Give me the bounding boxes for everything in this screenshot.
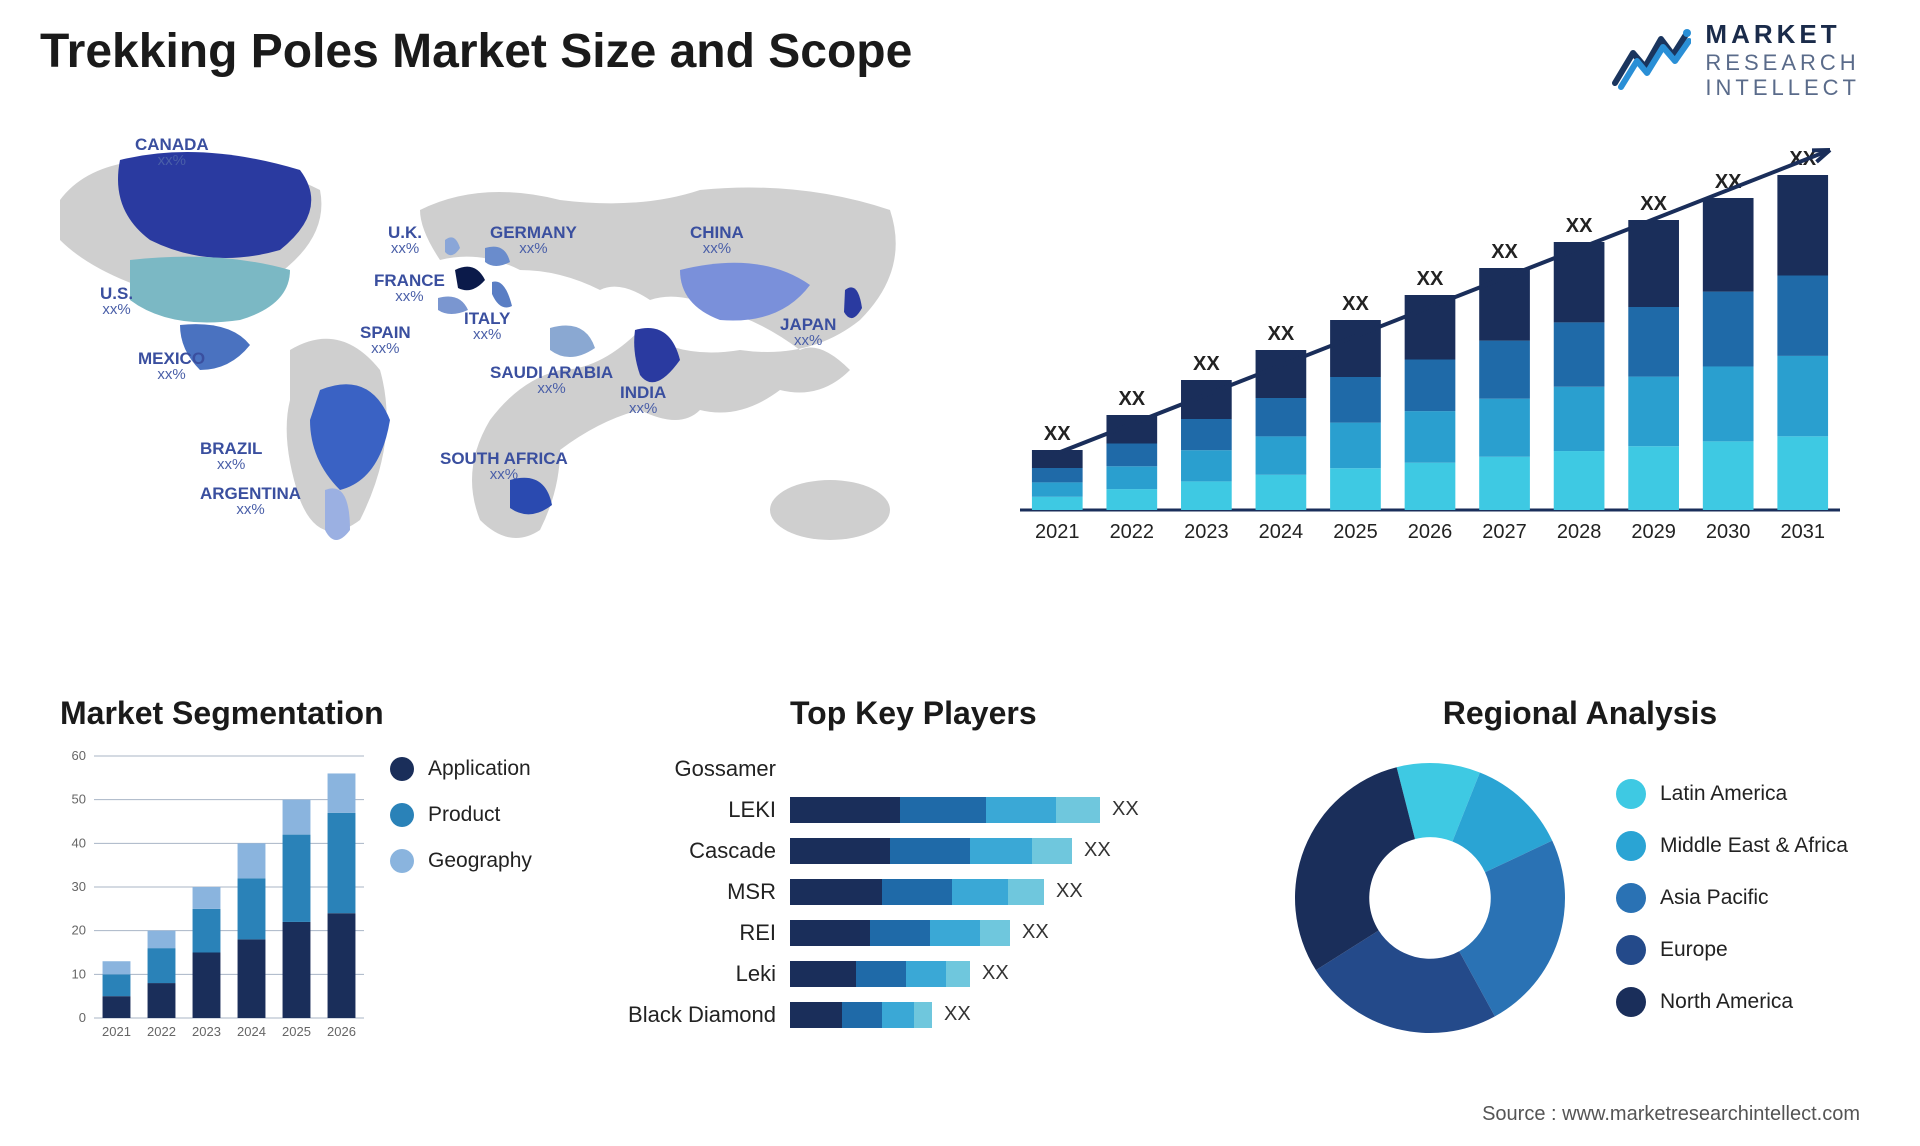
- key-player-value: XX: [1022, 921, 1049, 944]
- regional-legend: Latin America Middle East & Africa Asia Pa…: [1616, 779, 1848, 1017]
- key-player-name: MSR: [610, 879, 790, 905]
- svg-text:2024: 2024: [237, 1024, 266, 1039]
- svg-text:2023: 2023: [1184, 521, 1229, 543]
- regional-section: Regional Analysis Latin America Middle Ea…: [1280, 695, 1880, 1048]
- svg-text:2021: 2021: [102, 1024, 131, 1039]
- key-player-row: REI XX: [610, 912, 1260, 953]
- svg-text:60: 60: [72, 748, 86, 763]
- svg-text:30: 30: [72, 879, 86, 894]
- map-label-u-s-: U.S.xx%: [100, 285, 133, 317]
- logo-line1: MARKET: [1705, 20, 1860, 50]
- segmentation-section: Market Segmentation 0 10 20 30 40 50 60 2021 202…: [60, 695, 600, 1046]
- svg-text:20: 20: [72, 923, 86, 938]
- logo-line2: RESEARCH: [1705, 50, 1860, 75]
- map-label-mexico: MEXICOxx%: [138, 350, 205, 382]
- map-label-u-k-: U.K.xx%: [388, 224, 422, 256]
- key-players-title: Top Key Players: [790, 695, 1260, 732]
- key-player-value: XX: [944, 1003, 971, 1026]
- segmentation-legend-item: Geography: [390, 849, 532, 873]
- map-label-germany: GERMANYxx%: [490, 224, 577, 256]
- map-label-brazil: BRAZILxx%: [200, 440, 262, 472]
- svg-text:2025: 2025: [1333, 521, 1378, 543]
- map-label-south-africa: SOUTH AFRICAxx%: [440, 450, 568, 482]
- key-player-value: XX: [1084, 839, 1111, 862]
- map-label-canada: CANADAxx%: [135, 136, 209, 168]
- page-title: Trekking Poles Market Size and Scope: [40, 24, 912, 79]
- key-player-name: Gossamer: [610, 756, 790, 782]
- segmentation-title: Market Segmentation: [60, 695, 600, 732]
- svg-text:2022: 2022: [1110, 521, 1155, 543]
- key-player-row: LEKI XX: [610, 789, 1260, 830]
- key-player-name: Black Diamond: [610, 1002, 790, 1028]
- map-label-italy: ITALYxx%: [464, 310, 510, 342]
- svg-text:2023: 2023: [192, 1024, 221, 1039]
- key-player-name: Cascade: [610, 838, 790, 864]
- world-map: CANADAxx% U.S.xx% MEXICOxx% BRAZILxx% ARGENT…: [40, 120, 940, 560]
- svg-text:40: 40: [72, 835, 86, 850]
- source-attribution: Source : www.marketresearchintellect.com: [1482, 1103, 1860, 1126]
- regional-title: Regional Analysis: [1280, 695, 1880, 732]
- svg-text:XX: XX: [1640, 193, 1667, 215]
- map-label-india: INDIAxx%: [620, 384, 666, 416]
- key-player-value: XX: [1056, 880, 1083, 903]
- segmentation-legend-item: Product: [390, 803, 532, 827]
- svg-text:2028: 2028: [1557, 521, 1602, 543]
- svg-text:XX: XX: [1417, 268, 1444, 290]
- svg-text:2030: 2030: [1706, 521, 1751, 543]
- key-player-name: Leki: [610, 961, 790, 987]
- regional-legend-item: Middle East & Africa: [1616, 831, 1848, 861]
- regional-legend-item: North America: [1616, 987, 1848, 1017]
- segmentation-legend-item: Application: [390, 757, 532, 781]
- svg-text:2026: 2026: [327, 1024, 356, 1039]
- regional-legend-item: Latin America: [1616, 779, 1848, 809]
- segmentation-legend: Application Product Geography: [390, 757, 532, 873]
- key-player-value: XX: [982, 962, 1009, 985]
- brand-logo: MARKET RESEARCH INTELLECT: [1611, 20, 1860, 100]
- map-label-saudi-arabia: SAUDI ARABIAxx%: [490, 364, 613, 396]
- svg-text:10: 10: [72, 966, 86, 981]
- key-player-row: Leki XX: [610, 953, 1260, 994]
- key-players-section: Top Key Players GossamerLEKIXXCascadeXXM…: [610, 695, 1260, 1035]
- svg-text:50: 50: [72, 792, 86, 807]
- svg-text:2031: 2031: [1780, 521, 1825, 543]
- svg-text:XX: XX: [1118, 388, 1145, 410]
- svg-text:XX: XX: [1193, 353, 1220, 375]
- map-label-china: CHINAxx%: [690, 224, 744, 256]
- svg-text:0: 0: [79, 1010, 86, 1025]
- svg-text:XX: XX: [1342, 293, 1369, 315]
- key-player-row: MSR XX: [610, 871, 1260, 912]
- svg-text:XX: XX: [1566, 215, 1593, 237]
- logo-mark-icon: [1611, 25, 1691, 95]
- key-player-row: Cascade XX: [610, 830, 1260, 871]
- key-player-row: Black Diamond XX: [610, 994, 1260, 1035]
- svg-text:XX: XX: [1268, 323, 1295, 345]
- regional-donut-chart: [1280, 748, 1580, 1048]
- source-label: Source :: [1482, 1103, 1556, 1125]
- svg-text:2021: 2021: [1035, 521, 1080, 543]
- segmentation-chart: 0 10 20 30 40 50 60 2021 2022 2023 2024 2025 2026: [60, 746, 370, 1046]
- key-player-value: XX: [1112, 798, 1139, 821]
- svg-text:2026: 2026: [1408, 521, 1453, 543]
- map-label-france: FRANCExx%: [374, 272, 445, 304]
- svg-text:2027: 2027: [1482, 521, 1527, 543]
- svg-text:2029: 2029: [1631, 521, 1676, 543]
- key-player-name: LEKI: [610, 797, 790, 823]
- svg-text:2022: 2022: [147, 1024, 176, 1039]
- growth-bar-chart: XX 2021 XX 2022 XX 2023 XX 2024 XX 2025 XX 2026 XX 20…: [1000, 130, 1860, 560]
- source-url: www.marketresearchintellect.com: [1562, 1103, 1860, 1125]
- svg-text:XX: XX: [1491, 241, 1518, 263]
- svg-text:2024: 2024: [1259, 521, 1304, 543]
- map-label-spain: SPAINxx%: [360, 324, 411, 356]
- regional-legend-item: Asia Pacific: [1616, 883, 1848, 913]
- key-player-row: Gossamer: [610, 748, 1260, 789]
- svg-text:XX: XX: [1044, 423, 1071, 445]
- regional-legend-item: Europe: [1616, 935, 1848, 965]
- key-player-name: REI: [610, 920, 790, 946]
- map-label-japan: JAPANxx%: [780, 316, 836, 348]
- map-label-argentina: ARGENTINAxx%: [200, 485, 301, 517]
- logo-line3: INTELLECT: [1705, 75, 1860, 100]
- svg-text:2025: 2025: [282, 1024, 311, 1039]
